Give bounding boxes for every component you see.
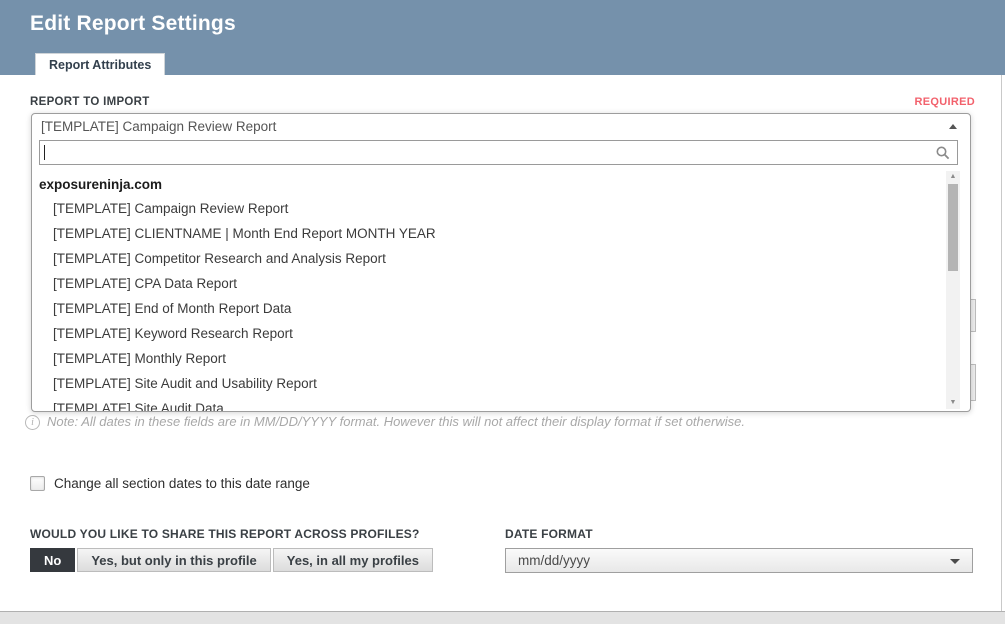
report-option[interactable]: [TEMPLATE] Site Audit and Usability Repo… <box>53 376 317 391</box>
date-format-note: i Note: All dates in these fields are in… <box>25 414 975 430</box>
hidden-field-edge <box>969 299 976 332</box>
scroll-down-icon[interactable]: ▼ <box>949 399 957 406</box>
change-dates-row: Change all section dates to this date ra… <box>30 476 310 491</box>
report-option[interactable]: [TEMPLATE] CLIENTNAME | Month End Report… <box>53 226 436 241</box>
report-options-panel: exposureninja.com [TEMPLATE] Campaign Re… <box>32 171 970 411</box>
scrollbar-thumb[interactable] <box>948 184 958 271</box>
info-icon: i <box>25 415 40 430</box>
page-title: Edit Report Settings <box>30 12 236 35</box>
change-dates-label: Change all section dates to this date ra… <box>54 476 310 491</box>
share-option-button[interactable]: No <box>30 548 76 572</box>
report-option[interactable]: [TEMPLATE] End of Month Report Data <box>53 301 292 316</box>
report-option[interactable]: [TEMPLATE] Campaign Review Report <box>53 201 289 216</box>
tab-label: Report Attributes <box>49 58 152 72</box>
date-format-select[interactable]: mm/dd/yyyy <box>505 548 973 573</box>
share-section: WOULD YOU LIKE TO SHARE THIS REPORT ACRO… <box>30 527 435 572</box>
date-format-section: DATE FORMAT mm/dd/yyyy <box>505 527 973 573</box>
report-options-group-label: exposureninja.com <box>39 177 163 192</box>
hidden-field-edge <box>969 364 976 401</box>
report-options-list: [TEMPLATE] Campaign Review Report [TEMPLA… <box>32 196 970 411</box>
chevron-down-icon <box>950 559 960 564</box>
dropdown-search-box <box>39 140 958 165</box>
header-band: Edit Report Settings Report Attributes <box>0 0 1005 75</box>
change-dates-checkbox[interactable] <box>30 476 45 491</box>
report-select-combobox[interactable]: [TEMPLATE] Campaign Review Report <box>32 114 970 140</box>
search-icon <box>936 146 950 160</box>
tab-report-attributes[interactable]: Report Attributes <box>35 53 166 75</box>
note-text: Note: All dates in these fields are in M… <box>47 414 745 429</box>
report-option[interactable]: [TEMPLATE] Site Audit Data <box>53 401 224 411</box>
report-selected-value: [TEMPLATE] Campaign Review Report <box>41 119 277 134</box>
report-select-dropdown: [TEMPLATE] Campaign Review Report exposu… <box>31 113 971 412</box>
text-caret <box>44 145 45 160</box>
dropdown-scrollbar[interactable]: ▲ ▼ <box>946 171 960 409</box>
panel-right-border <box>1001 75 1002 612</box>
report-search-input[interactable] <box>46 143 920 164</box>
report-to-import-row: REPORT TO IMPORT REQUIRED <box>30 96 975 108</box>
share-question-label: WOULD YOU LIKE TO SHARE THIS REPORT ACRO… <box>30 527 420 541</box>
chevron-up-icon <box>949 124 957 129</box>
report-option[interactable]: [TEMPLATE] Monthly Report <box>53 351 227 366</box>
share-button-group: No Yes, but only in this profile Yes, in a… <box>30 548 435 572</box>
share-option-button[interactable]: Yes, but only in this profile <box>77 548 271 572</box>
report-option[interactable]: [TEMPLATE] Competitor Research and Analy… <box>53 251 386 266</box>
share-option-button[interactable]: Yes, in all my profiles <box>272 548 433 572</box>
date-format-label: DATE FORMAT <box>505 527 593 541</box>
report-to-import-label: REPORT TO IMPORT <box>30 96 150 108</box>
scroll-up-icon[interactable]: ▲ <box>949 173 957 180</box>
footer-band <box>0 611 1005 624</box>
report-option[interactable]: [TEMPLATE] Keyword Research Report <box>53 326 293 341</box>
date-format-value: mm/dd/yyyy <box>518 553 591 568</box>
report-option[interactable]: [TEMPLATE] CPA Data Report <box>53 276 238 291</box>
required-badge: REQUIRED <box>914 96 975 108</box>
